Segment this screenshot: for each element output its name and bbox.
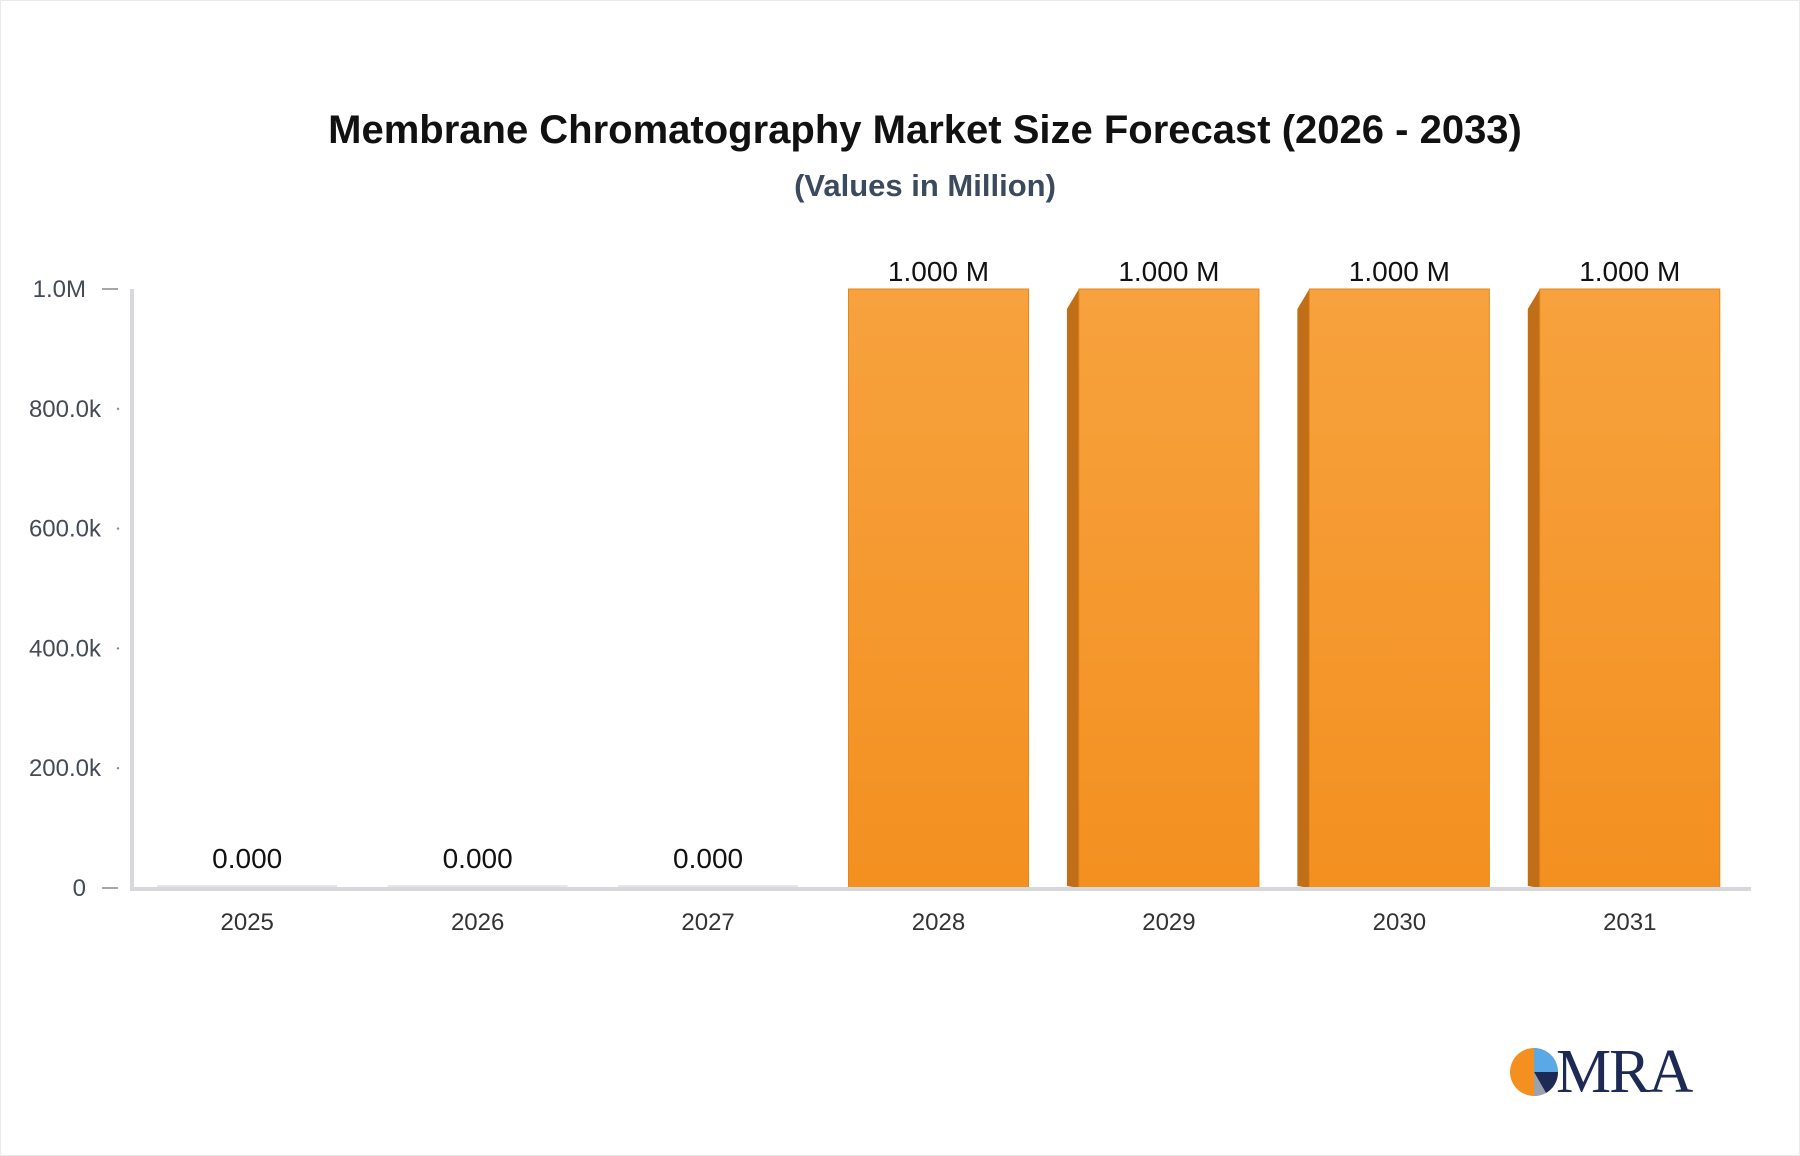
bar-2029[interactable] — [1078, 288, 1260, 889]
y-tick-mark — [116, 647, 120, 650]
data-label-2028: 1.000 M — [888, 256, 989, 287]
y-tick-label: 400.0k — [29, 635, 102, 662]
x-axis: 2025 2026 2027 2028 2029 2030 2031 — [130, 887, 1751, 936]
mra-logo: MRA — [1508, 1040, 1708, 1104]
y-tick-label: 200.0k — [29, 755, 102, 782]
y-tick-label: 800.0k — [29, 396, 102, 423]
x-tick-label-2028: 2028 — [912, 909, 965, 936]
x-tick-label-2025: 2025 — [221, 909, 274, 936]
chart-title: Membrane Chromatography Market Size Fore… — [328, 108, 1522, 152]
x-tick-label-2031: 2031 — [1603, 909, 1656, 936]
bars — [157, 288, 1721, 889]
y-axis: 0 200.0k 400.0k 600.0k 800.0k 1.0M — [29, 276, 134, 902]
bar-side-2029 — [1066, 289, 1079, 888]
data-label-2030: 1.000 M — [1349, 256, 1450, 287]
bar-2031[interactable] — [1539, 288, 1721, 889]
bar-2026[interactable] — [387, 885, 568, 888]
logo-text: MRA — [1556, 1038, 1693, 1106]
bar-2025[interactable] — [157, 885, 338, 888]
data-label-2029: 1.000 M — [1118, 256, 1219, 287]
y-tick-mark — [116, 767, 120, 770]
bar-2027[interactable] — [618, 885, 799, 888]
y-tick-label: 600.0k — [29, 516, 102, 543]
y-tick-label: 1.0M — [33, 276, 86, 303]
x-tick-label-2027: 2027 — [681, 909, 734, 936]
bar-side-2030 — [1297, 289, 1310, 888]
x-tick-label-2029: 2029 — [1142, 909, 1195, 936]
data-labels: 0.000 0.000 0.000 1.000 M 1.000 M 1.000 M 1.00… — [212, 256, 1680, 874]
logo-pie-icon — [1510, 1048, 1559, 1097]
data-label-2031: 1.000 M — [1579, 256, 1680, 287]
data-label-2026: 0.000 — [443, 843, 513, 874]
bar-2028[interactable] — [848, 288, 1029, 889]
bar-2030[interactable] — [1308, 288, 1490, 889]
data-label-2025: 0.000 — [212, 843, 282, 874]
x-tick-label-2026: 2026 — [451, 909, 504, 936]
chart-subtitle: (Values in Million) — [794, 168, 1056, 203]
y-tick-mark — [116, 527, 120, 530]
y-tick-mark — [116, 407, 120, 410]
x-tick-label-2030: 2030 — [1373, 909, 1426, 936]
bar-side-2031 — [1527, 289, 1540, 888]
y-tick-label: 0 — [73, 875, 86, 902]
data-label-2027: 0.000 — [673, 843, 743, 874]
